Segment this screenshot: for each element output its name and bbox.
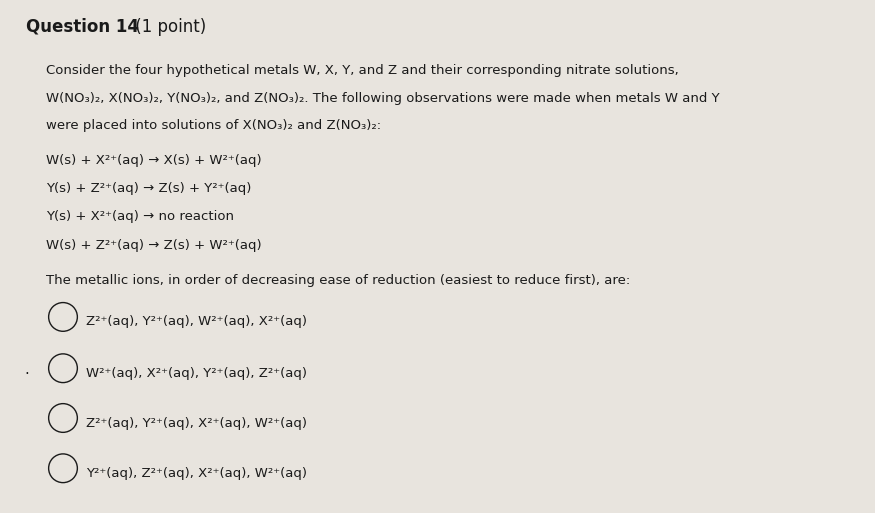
Text: Y(s) + X²⁺(aq) → no reaction: Y(s) + X²⁺(aq) → no reaction	[46, 210, 235, 223]
Text: Z²⁺(aq), Y²⁺(aq), X²⁺(aq), W²⁺(aq): Z²⁺(aq), Y²⁺(aq), X²⁺(aq), W²⁺(aq)	[86, 417, 307, 429]
Text: Z²⁺(aq), Y²⁺(aq), W²⁺(aq), X²⁺(aq): Z²⁺(aq), Y²⁺(aq), W²⁺(aq), X²⁺(aq)	[86, 315, 307, 328]
Text: W²⁺(aq), X²⁺(aq), Y²⁺(aq), Z²⁺(aq): W²⁺(aq), X²⁺(aq), Y²⁺(aq), Z²⁺(aq)	[86, 367, 307, 380]
Text: W(NO₃)₂, X(NO₃)₂, Y(NO₃)₂, and Z(NO₃)₂. The following observations were made whe: W(NO₃)₂, X(NO₃)₂, Y(NO₃)₂, and Z(NO₃)₂. …	[46, 92, 720, 105]
Text: Y²⁺(aq), Z²⁺(aq), X²⁺(aq), W²⁺(aq): Y²⁺(aq), Z²⁺(aq), X²⁺(aq), W²⁺(aq)	[86, 467, 307, 480]
Text: Consider the four hypothetical metals W, X, Y, and Z and their corresponding nit: Consider the four hypothetical metals W,…	[46, 64, 679, 77]
Text: were placed into solutions of X(NO₃)₂ and Z(NO₃)₂:: were placed into solutions of X(NO₃)₂ an…	[46, 119, 382, 132]
Text: W(s) + Z²⁺(aq) → Z(s) + W²⁺(aq): W(s) + Z²⁺(aq) → Z(s) + W²⁺(aq)	[46, 239, 262, 251]
Text: .: .	[24, 362, 29, 377]
Text: The metallic ions, in order of decreasing ease of reduction (easiest to reduce f: The metallic ions, in order of decreasin…	[46, 274, 631, 287]
Text: Y(s) + Z²⁺(aq) → Z(s) + Y²⁺(aq): Y(s) + Z²⁺(aq) → Z(s) + Y²⁺(aq)	[46, 182, 252, 195]
Text: (1 point): (1 point)	[130, 18, 206, 36]
Text: W(s) + X²⁺(aq) → X(s) + W²⁺(aq): W(s) + X²⁺(aq) → X(s) + W²⁺(aq)	[46, 154, 262, 167]
Text: Question 14: Question 14	[26, 18, 139, 36]
